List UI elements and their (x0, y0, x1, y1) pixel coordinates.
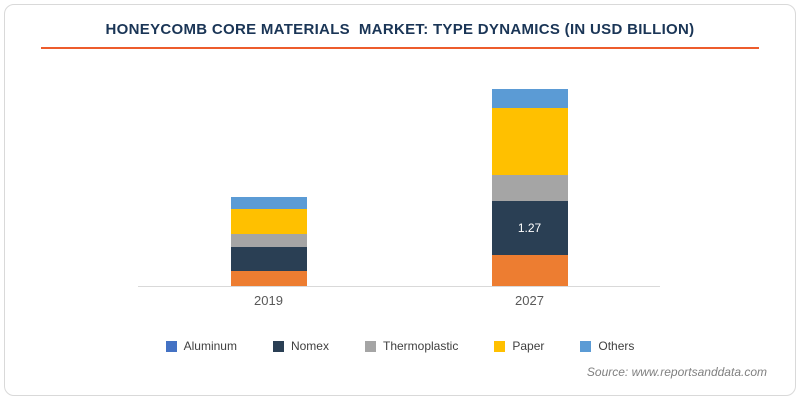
legend-swatch-icon (580, 340, 592, 352)
legend-item-aluminum: Aluminum (165, 339, 237, 353)
legend-item-thermoplastic: Thermoplastic (364, 339, 459, 353)
bar-segment-thermoplastic-2027 (491, 174, 568, 201)
legend-label: Paper (512, 339, 545, 353)
x-axis-labels: 2019 2027 (138, 287, 660, 309)
chart-card: HONEYCOMB CORE MATERIALS MARKET: TYPE DY… (4, 4, 796, 396)
bar-segment-nomex-2027: 1.27 (491, 200, 568, 256)
legend-swatch-icon (494, 340, 506, 352)
bar-segment-nomex-2019 (230, 247, 307, 271)
legend-item-others: Others (580, 339, 634, 353)
legend-label: Others (598, 339, 635, 353)
bar-segment-paper-2019 (230, 208, 307, 235)
bar-segment-others-2019 (230, 197, 307, 209)
x-axis-label-2019: 2019 (254, 293, 283, 308)
legend-swatch-icon (272, 340, 284, 352)
stacked-bar-2019 (230, 197, 307, 286)
stacked-bar-2027: 1.27 (491, 88, 568, 286)
legend-item-paper: Paper (494, 339, 544, 353)
x-axis-label-2027: 2027 (515, 293, 544, 308)
bar-segment-aluminum-2019 (230, 270, 307, 286)
bar-segment-thermoplastic-2019 (230, 234, 307, 248)
legend-label: Aluminum (183, 339, 237, 353)
legend-label: Nomex (290, 339, 329, 353)
legend: Aluminum Nomex Thermoplastic Paper Others (5, 339, 795, 353)
bar-segment-aluminum-2027 (491, 255, 568, 286)
chart-title: HONEYCOMB CORE MATERIALS MARKET: TYPE DY… (105, 21, 695, 38)
legend-label: Thermoplastic (382, 339, 459, 353)
source-credit: Source: www.reportsanddata.com (586, 365, 767, 379)
legend-item-nomex: Nomex (272, 339, 329, 353)
title-underline-rule (41, 47, 759, 49)
legend-swatch-icon (165, 340, 177, 352)
bar-segment-paper-2027 (491, 108, 568, 175)
legend-swatch-icon (364, 340, 376, 352)
bar-segment-others-2027 (491, 88, 568, 109)
data-label: 1.27 (517, 221, 542, 236)
plot-area: 1.27 (138, 71, 660, 287)
